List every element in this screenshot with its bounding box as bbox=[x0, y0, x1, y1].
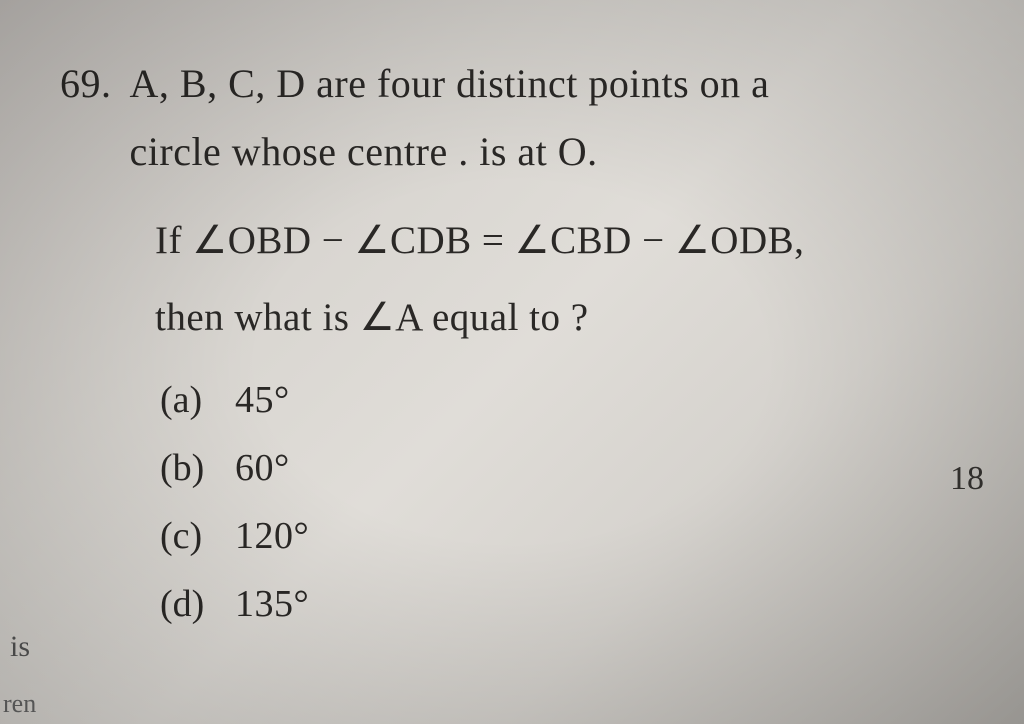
side-number: 18 bbox=[950, 460, 984, 498]
option-value: 45° bbox=[235, 378, 290, 422]
option-value: 120° bbox=[235, 514, 309, 558]
question-condition: If ∠OBD − ∠CDB = ∠CBD − ∠ODB, bbox=[155, 211, 954, 271]
option-c: (c) 120° bbox=[160, 514, 954, 558]
option-b: (b) 60° bbox=[160, 446, 954, 490]
question-number: 69. bbox=[60, 60, 112, 107]
option-a: (a) 45° bbox=[160, 378, 954, 422]
question-text-line2: circle whose centre . is at O. bbox=[130, 121, 955, 183]
question-page: 69. A, B, C, D are four distinct points … bbox=[0, 0, 1024, 680]
option-label: (d) bbox=[160, 582, 215, 626]
question-text-block: A, B, C, D are four distinct points on a… bbox=[130, 55, 955, 183]
option-label: (a) bbox=[160, 378, 215, 422]
option-label: (c) bbox=[160, 514, 215, 558]
option-value: 60° bbox=[235, 446, 290, 490]
question-then: then what is ∠A equal to ? bbox=[155, 289, 954, 348]
question-text-line1: A, B, C, D are four distinct points on a bbox=[130, 55, 955, 113]
options-list: (a) 45° (b) 60° (c) 120° (d) 135° bbox=[160, 378, 954, 626]
option-d: (d) 135° bbox=[160, 582, 954, 626]
option-label: (b) bbox=[160, 446, 215, 490]
margin-text-1: is bbox=[10, 630, 30, 664]
question-header: 69. A, B, C, D are four distinct points … bbox=[60, 55, 954, 183]
option-value: 135° bbox=[235, 582, 309, 626]
margin-text-2: ren bbox=[3, 689, 36, 719]
